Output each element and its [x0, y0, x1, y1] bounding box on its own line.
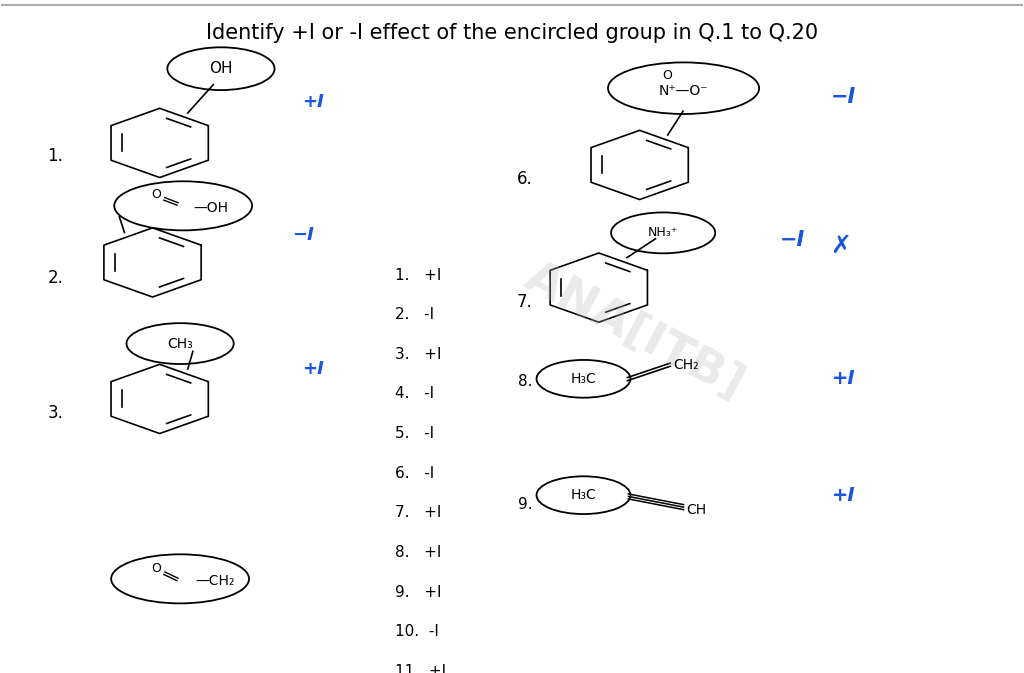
Text: 1.: 1. [47, 147, 63, 164]
Text: OH: OH [209, 61, 232, 76]
Text: Identify +I or -I effect of the encircled group in Q.1 to Q.20: Identify +I or -I effect of the encircle… [206, 24, 818, 43]
Text: 7.: 7. [517, 293, 532, 311]
Text: H₃C: H₃C [570, 371, 596, 386]
Text: 6.   -I: 6. -I [394, 466, 434, 481]
Text: +I: +I [302, 93, 324, 111]
Text: 11.  +I: 11. +I [394, 664, 445, 673]
Text: O: O [152, 188, 162, 201]
Text: 8.: 8. [518, 374, 532, 390]
Text: ANA[ITB]: ANA[ITB] [517, 255, 752, 409]
Text: −I: −I [780, 230, 806, 250]
Text: O: O [663, 69, 672, 82]
Text: N⁺—O⁻: N⁺—O⁻ [658, 83, 709, 98]
Text: 9.   +I: 9. +I [394, 585, 441, 600]
Text: 6.: 6. [517, 170, 532, 188]
Text: 4.   -I: 4. -I [394, 386, 434, 401]
Text: 2.: 2. [47, 269, 63, 287]
Text: H₃C: H₃C [570, 488, 596, 502]
Text: 3.: 3. [47, 404, 63, 423]
Text: 2.   -I: 2. -I [394, 307, 434, 322]
Text: +I: +I [302, 360, 324, 378]
Text: 1.   +I: 1. +I [394, 268, 441, 283]
Text: −I: −I [831, 87, 856, 107]
Text: −I: −I [292, 226, 313, 244]
Text: +I: +I [833, 369, 856, 388]
Text: 10.  -I: 10. -I [394, 624, 438, 639]
Text: ✗: ✗ [830, 234, 851, 258]
Text: 9.: 9. [518, 497, 532, 512]
Text: 3.   +I: 3. +I [394, 347, 441, 362]
Text: 5.   -I: 5. -I [394, 426, 434, 441]
Text: +I: +I [833, 486, 856, 505]
Text: CH₃: CH₃ [167, 336, 193, 351]
Text: NH₃⁺: NH₃⁺ [648, 226, 678, 240]
Text: O: O [152, 562, 162, 575]
Text: 7.   +I: 7. +I [394, 505, 441, 520]
Text: 8.   +I: 8. +I [394, 545, 441, 560]
Text: CH: CH [687, 503, 707, 517]
Text: CH₂: CH₂ [674, 358, 699, 372]
Text: —CH₂: —CH₂ [196, 574, 234, 588]
Text: —OH: —OH [194, 201, 228, 215]
